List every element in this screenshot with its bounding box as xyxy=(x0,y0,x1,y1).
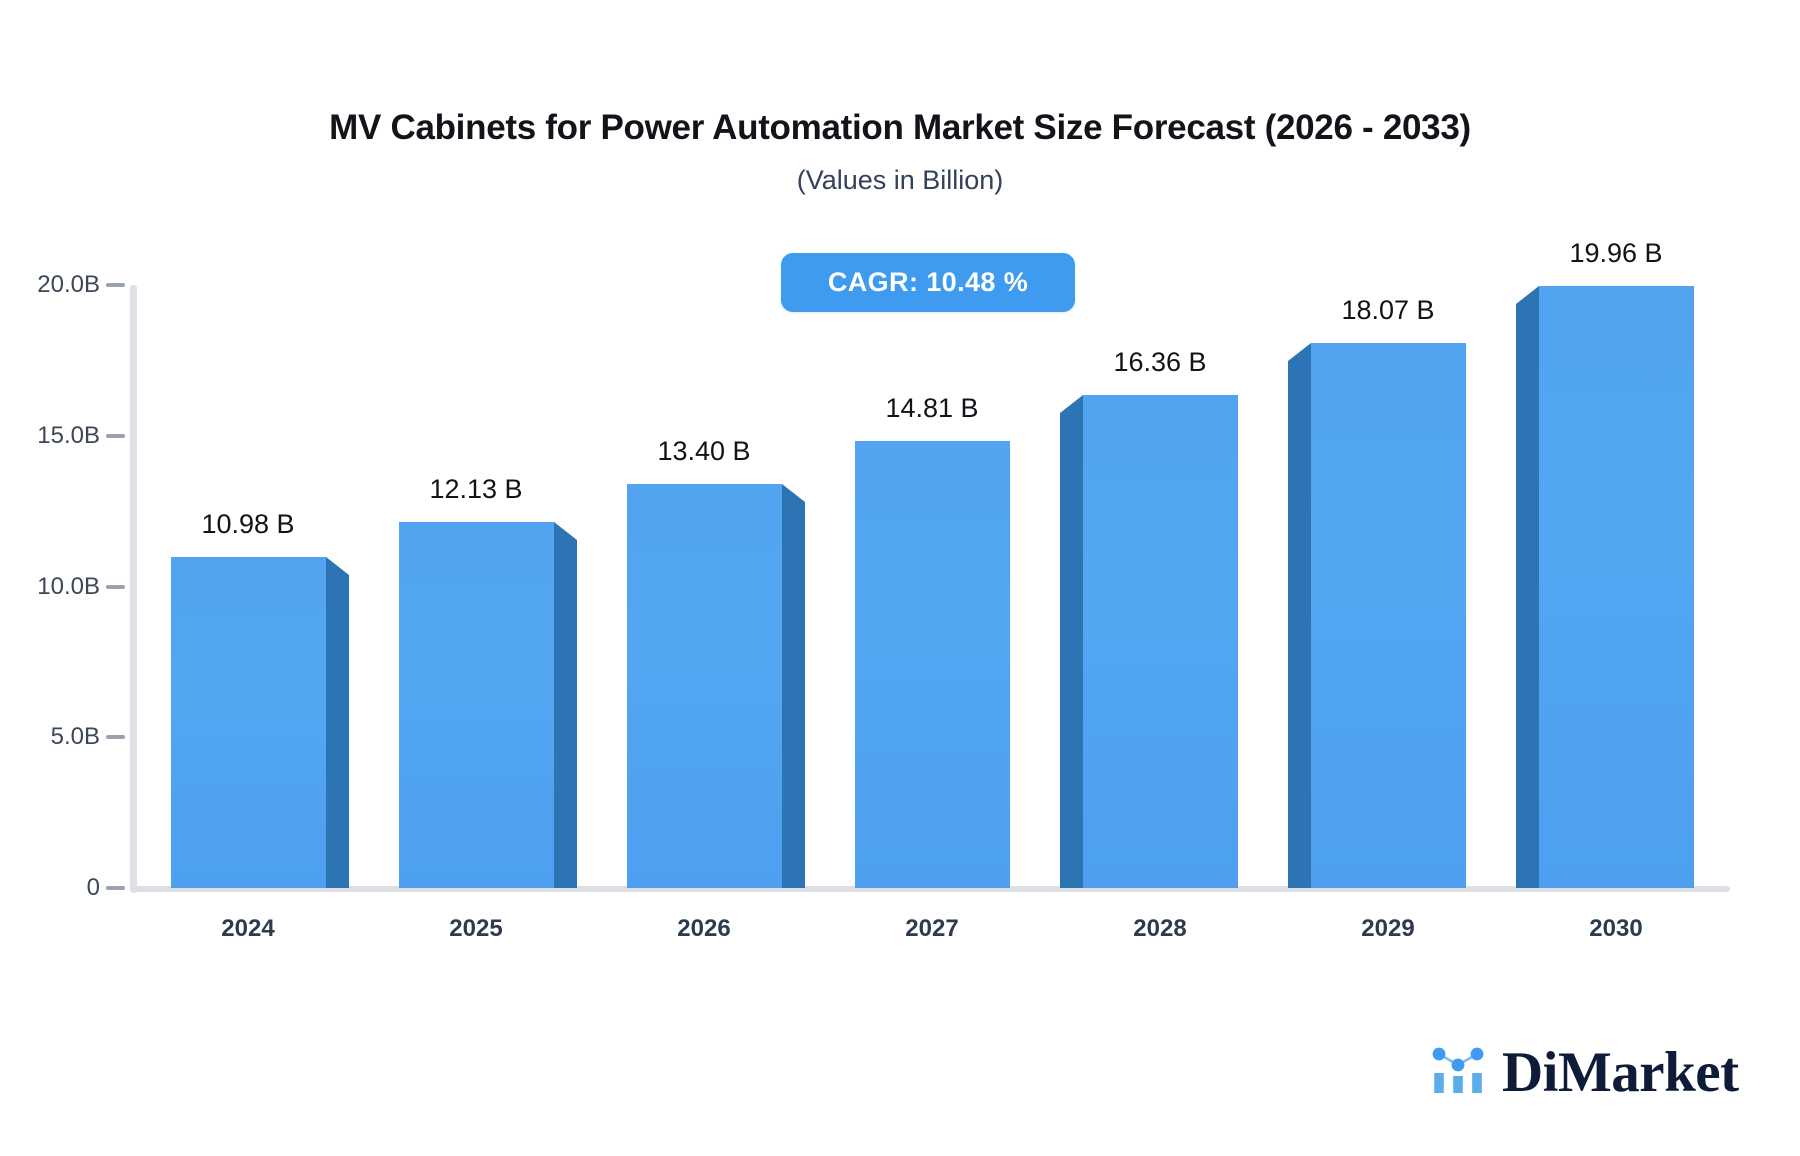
x-tick-label: 2029 xyxy=(1361,915,1415,942)
bar[interactable] xyxy=(855,441,1010,888)
bar-value-label: 14.81 B xyxy=(885,393,979,424)
x-tick-label: 2025 xyxy=(449,915,503,942)
bar-side-face xyxy=(554,540,577,888)
y-tick-label: 0 xyxy=(86,874,100,901)
y-tick-mark xyxy=(106,433,125,438)
y-tick-label: 20.0B xyxy=(37,271,100,298)
bar-value-label: 12.13 B xyxy=(429,474,523,505)
y-tick-label: 5.0B xyxy=(50,723,100,751)
cagr-badge: CAGR: 10.48 % xyxy=(781,253,1075,312)
bar-face xyxy=(627,483,782,888)
bar-value-label: 19.96 B xyxy=(1569,238,1663,269)
x-tick-label: 2027 xyxy=(905,915,959,942)
bar-face xyxy=(171,556,326,888)
bar-side-face xyxy=(326,574,349,888)
bar-value-label: 18.07 B xyxy=(1341,295,1435,326)
bar[interactable] xyxy=(171,556,349,888)
bar-value-label: 13.40 B xyxy=(657,435,751,466)
y-tick-mark xyxy=(106,283,125,287)
bar-side-bevel xyxy=(782,483,805,502)
logo-wordmark: DiMarket xyxy=(1502,1041,1739,1104)
x-tick-label: 2028 xyxy=(1133,915,1187,942)
bar-face xyxy=(855,441,1010,888)
y-tick-mark xyxy=(106,886,125,890)
bar-side-bevel xyxy=(326,556,349,575)
bar[interactable] xyxy=(1288,343,1466,888)
chart-subtitle: (Values in Billion) xyxy=(796,165,1004,195)
bar[interactable] xyxy=(627,483,805,888)
bar[interactable] xyxy=(1060,394,1238,888)
y-axis-line xyxy=(130,285,137,893)
bar-face xyxy=(1311,343,1466,888)
bar-side-bevel xyxy=(1060,394,1083,413)
bar[interactable] xyxy=(399,522,577,888)
chart-title: MV Cabinets for Power Automation Market … xyxy=(329,108,1471,147)
x-tick-label: 2030 xyxy=(1589,915,1643,942)
bar-face xyxy=(1083,394,1238,888)
x-tick-label: 2026 xyxy=(677,915,731,942)
bar-side-face xyxy=(1288,361,1311,888)
bar-chart-dots-icon xyxy=(1428,1040,1488,1105)
x-tick-label: 2024 xyxy=(221,915,275,942)
y-tick-mark xyxy=(106,735,125,740)
y-tick-label: 10.0B xyxy=(37,572,100,600)
bar-side-bevel xyxy=(1516,286,1539,305)
bar[interactable] xyxy=(1516,286,1694,888)
x-axis-line xyxy=(130,886,1730,892)
bar-face xyxy=(1539,286,1694,888)
dimarket-logo: DiMarket xyxy=(1428,1040,1739,1105)
bar-side-face xyxy=(1516,304,1539,888)
bar-side-face xyxy=(782,501,805,888)
y-tick-label: 15.0B xyxy=(37,421,100,449)
bar-value-label: 10.98 B xyxy=(201,508,295,539)
bar-side-bevel xyxy=(554,522,577,541)
bar-value-label: 16.36 B xyxy=(1113,346,1207,377)
bar-side-bevel xyxy=(1288,343,1311,362)
bar-side-face xyxy=(1060,412,1083,888)
bar-face xyxy=(399,522,554,888)
y-tick-mark xyxy=(106,584,125,589)
